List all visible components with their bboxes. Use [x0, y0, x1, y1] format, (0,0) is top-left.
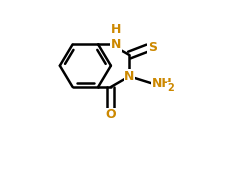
Text: N: N [124, 70, 134, 83]
Text: N: N [111, 38, 121, 51]
Text: NH: NH [152, 77, 173, 90]
Text: S: S [148, 41, 157, 54]
Text: H: H [111, 23, 121, 36]
Text: 2: 2 [168, 83, 174, 93]
Text: O: O [106, 108, 116, 121]
